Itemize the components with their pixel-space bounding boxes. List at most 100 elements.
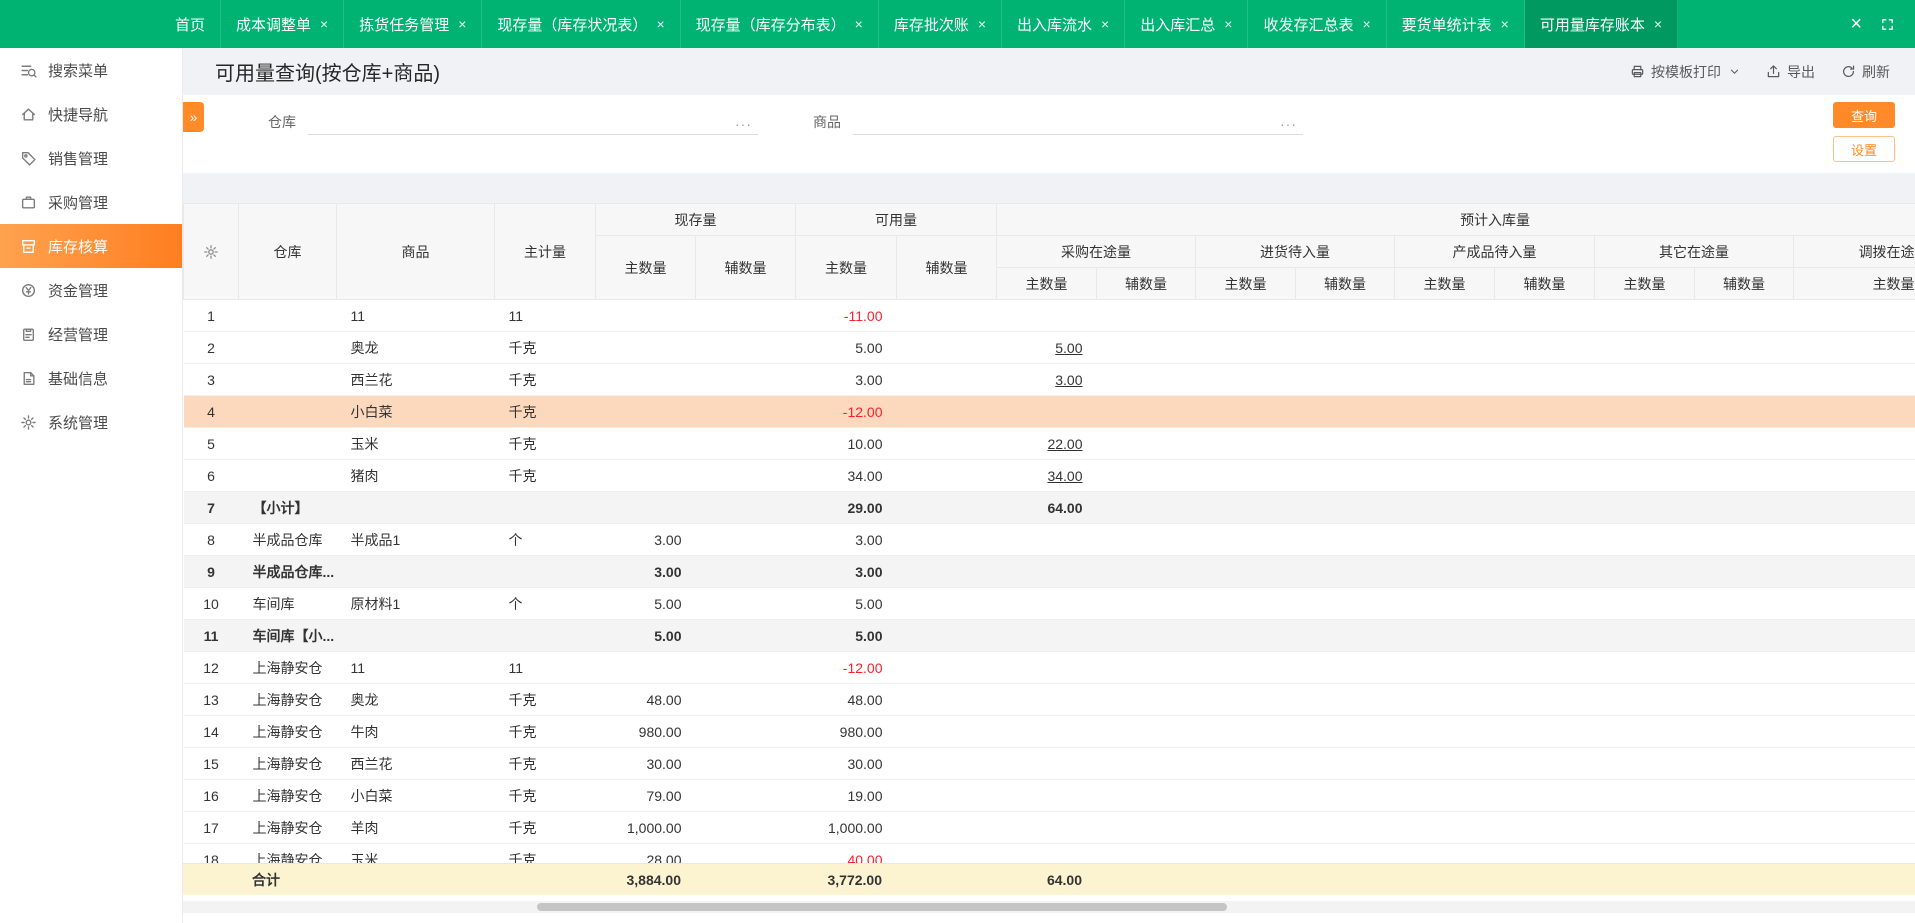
cell-po_main [996, 587, 1097, 620]
cell-po_main[interactable]: 34.00 [996, 459, 1097, 492]
cell-product: 西兰花 [336, 363, 495, 396]
cell-other_main [1594, 843, 1695, 863]
export-button[interactable]: 导出 [1766, 62, 1815, 82]
tab-close-icon[interactable]: × [1101, 16, 1110, 32]
horizontal-scrollbar[interactable] [183, 901, 1915, 913]
table-row[interactable]: 14 上海静安仓 牛肉 千克 980.00 980.00 [183, 715, 1915, 748]
window-controls: × [1850, 0, 1915, 48]
column-settings-gear-icon[interactable] [203, 244, 219, 260]
table-row[interactable]: 17 上海静安仓 羊肉 千克 1,000.00 1,000.00 [183, 811, 1915, 844]
cell-in_aux [1295, 747, 1395, 780]
cell-prod_main [1394, 843, 1495, 863]
cell-warehouse: 上海静安仓 [238, 779, 337, 812]
table-row[interactable]: 8 半成品仓库 半成品1 个 3.00 3.00 [183, 523, 1915, 556]
table-row[interactable]: 10 车间库 原材料1 个 5.00 5.00 [183, 587, 1915, 620]
table-footer-row: 合计 3,884.00 3,772.00 64.00 [183, 864, 1915, 895]
table-header: 仓库 商品 主计量 现存量 可用量 预计入库量 主数量 辅数量 主数量 辅数量 [183, 203, 1915, 300]
product-input[interactable]: ··· [853, 111, 1303, 135]
cell-stock_aux [695, 459, 796, 492]
cell-po_main[interactable]: 3.00 [996, 363, 1097, 396]
cell-in_aux [1295, 555, 1395, 588]
sidebar-item[interactable]: 销售管理 [0, 136, 182, 180]
table-row[interactable]: 3 西兰花 千克 3.00 3.00 [183, 363, 1915, 396]
tab[interactable]: 可用量库存账本 × [1524, 0, 1679, 48]
table-row[interactable]: 4 小白菜 千克 -12.00 [183, 395, 1915, 428]
table-row[interactable]: 1 11 11 -11.00 [183, 299, 1915, 332]
cell-in_aux [1295, 523, 1395, 556]
col-header-product: 商品 [336, 203, 495, 300]
cell-po_main[interactable]: 5.00 [996, 331, 1097, 364]
cell-po_main[interactable]: 22.00 [996, 427, 1097, 460]
cell-unit: 千克 [494, 715, 596, 748]
table-row[interactable]: 2 奥龙 千克 5.00 5.00 [183, 331, 1915, 364]
table-row[interactable]: 13 上海静安仓 奥龙 千克 48.00 48.00 [183, 683, 1915, 716]
sidebar-item[interactable]: 系统管理 [0, 400, 182, 444]
cell-num: 4 [183, 395, 239, 428]
table-row[interactable]: 12 上海静安仓 11 11 -12.00 [183, 651, 1915, 684]
tab-close-icon[interactable]: × [1653, 16, 1663, 32]
scrollbar-thumb[interactable] [537, 903, 1227, 911]
tab[interactable]: 现存量（库存状况表） × [482, 0, 681, 48]
table-row[interactable]: 11 车间库【小... 5.00 5.00 [183, 619, 1915, 652]
print-by-template-button[interactable]: 按模板打印 [1630, 62, 1740, 82]
table-row[interactable]: 7 【小计】 29.00 64.00 [183, 491, 1915, 524]
sidebar-item[interactable]: 基础信息 [0, 356, 182, 400]
cell-transfer_main [1793, 427, 1915, 460]
tab-close-icon[interactable]: × [1362, 16, 1371, 32]
warehouse-input[interactable]: ··· [308, 111, 758, 135]
tab[interactable]: 首页 [160, 0, 222, 48]
tab[interactable]: 拣货任务管理 × [344, 0, 483, 48]
table-row[interactable]: 15 上海静安仓 西兰花 千克 30.00 30.00 [183, 747, 1915, 780]
product-picker-button[interactable]: ··· [1280, 116, 1297, 132]
tab[interactable]: 出入库汇总 × [1125, 0, 1249, 48]
table-row[interactable]: 18 上海静安仓 玉米 千克 28.00 40.00 [183, 843, 1915, 863]
tab[interactable]: 现存量（库存分布表） × [681, 0, 879, 48]
cell-in_aux [1295, 427, 1395, 460]
table-row[interactable]: 5 玉米 千克 10.00 22.00 [183, 427, 1915, 460]
cell-prod_main [1394, 715, 1495, 748]
settings-button[interactable]: 设置 [1833, 136, 1895, 162]
table-row[interactable]: 6 猪肉 千克 34.00 34.00 [183, 459, 1915, 492]
sidebar-item[interactable]: 采购管理 [0, 180, 182, 224]
col-group-stock: 现存量 [595, 203, 796, 236]
tab[interactable]: 要货单统计表 × [1387, 0, 1525, 48]
table-row[interactable]: 9 半成品仓库... 3.00 3.00 [183, 555, 1915, 588]
cell-warehouse [238, 459, 337, 492]
product-label: 商品 [813, 114, 841, 130]
tab[interactable]: 出入库流水 × [1002, 0, 1126, 48]
cell-unit: 11 [494, 651, 596, 684]
tab-close-icon[interactable]: × [458, 16, 467, 32]
tab-close-icon[interactable]: × [656, 16, 665, 32]
sidebar-item[interactable]: 库存核算 [0, 224, 182, 268]
tab[interactable]: 收发存汇总表 × [1248, 0, 1387, 48]
tab-close-icon[interactable]: × [854, 16, 863, 32]
col-header-stock-aux: 辅数量 [695, 235, 796, 300]
sales-icon [20, 150, 37, 167]
cell-in_aux [1295, 363, 1395, 396]
tab[interactable]: 库存批次账 × [879, 0, 1003, 48]
tab-close-icon[interactable]: × [320, 16, 329, 32]
tab[interactable]: 成本调整单 × [221, 0, 345, 48]
cell-po_aux [1096, 331, 1196, 364]
purchase-icon [20, 194, 37, 211]
query-button[interactable]: 查询 [1833, 102, 1895, 128]
tab-close-icon[interactable]: × [1500, 16, 1509, 32]
refresh-button[interactable]: 刷新 [1841, 62, 1890, 82]
window-close-icon[interactable]: × [1850, 13, 1862, 35]
cell-avail_aux [896, 363, 997, 396]
expand-filter-button[interactable]: » [183, 102, 204, 132]
sidebar-item[interactable]: 经营管理 [0, 312, 182, 356]
cell-transfer_main [1793, 523, 1915, 556]
tab-label: 现存量（库存状况表） [497, 16, 648, 34]
table-row[interactable]: 16 上海静安仓 小白菜 千克 79.00 19.00 [183, 779, 1915, 812]
tab-close-icon[interactable]: × [977, 16, 987, 32]
cell-po_aux [1096, 715, 1196, 748]
sidebar-item[interactable]: 快捷导航 [0, 92, 182, 136]
tab-close-icon[interactable]: × [1224, 16, 1233, 32]
sidebar-item[interactable]: 搜索菜单 [0, 48, 182, 92]
base-info-icon [20, 370, 37, 387]
warehouse-picker-button[interactable]: ··· [735, 116, 752, 132]
sidebar-item[interactable]: 资金管理 [0, 268, 182, 312]
cell-prod_aux [1494, 299, 1595, 332]
fullscreen-icon[interactable] [1880, 17, 1895, 32]
